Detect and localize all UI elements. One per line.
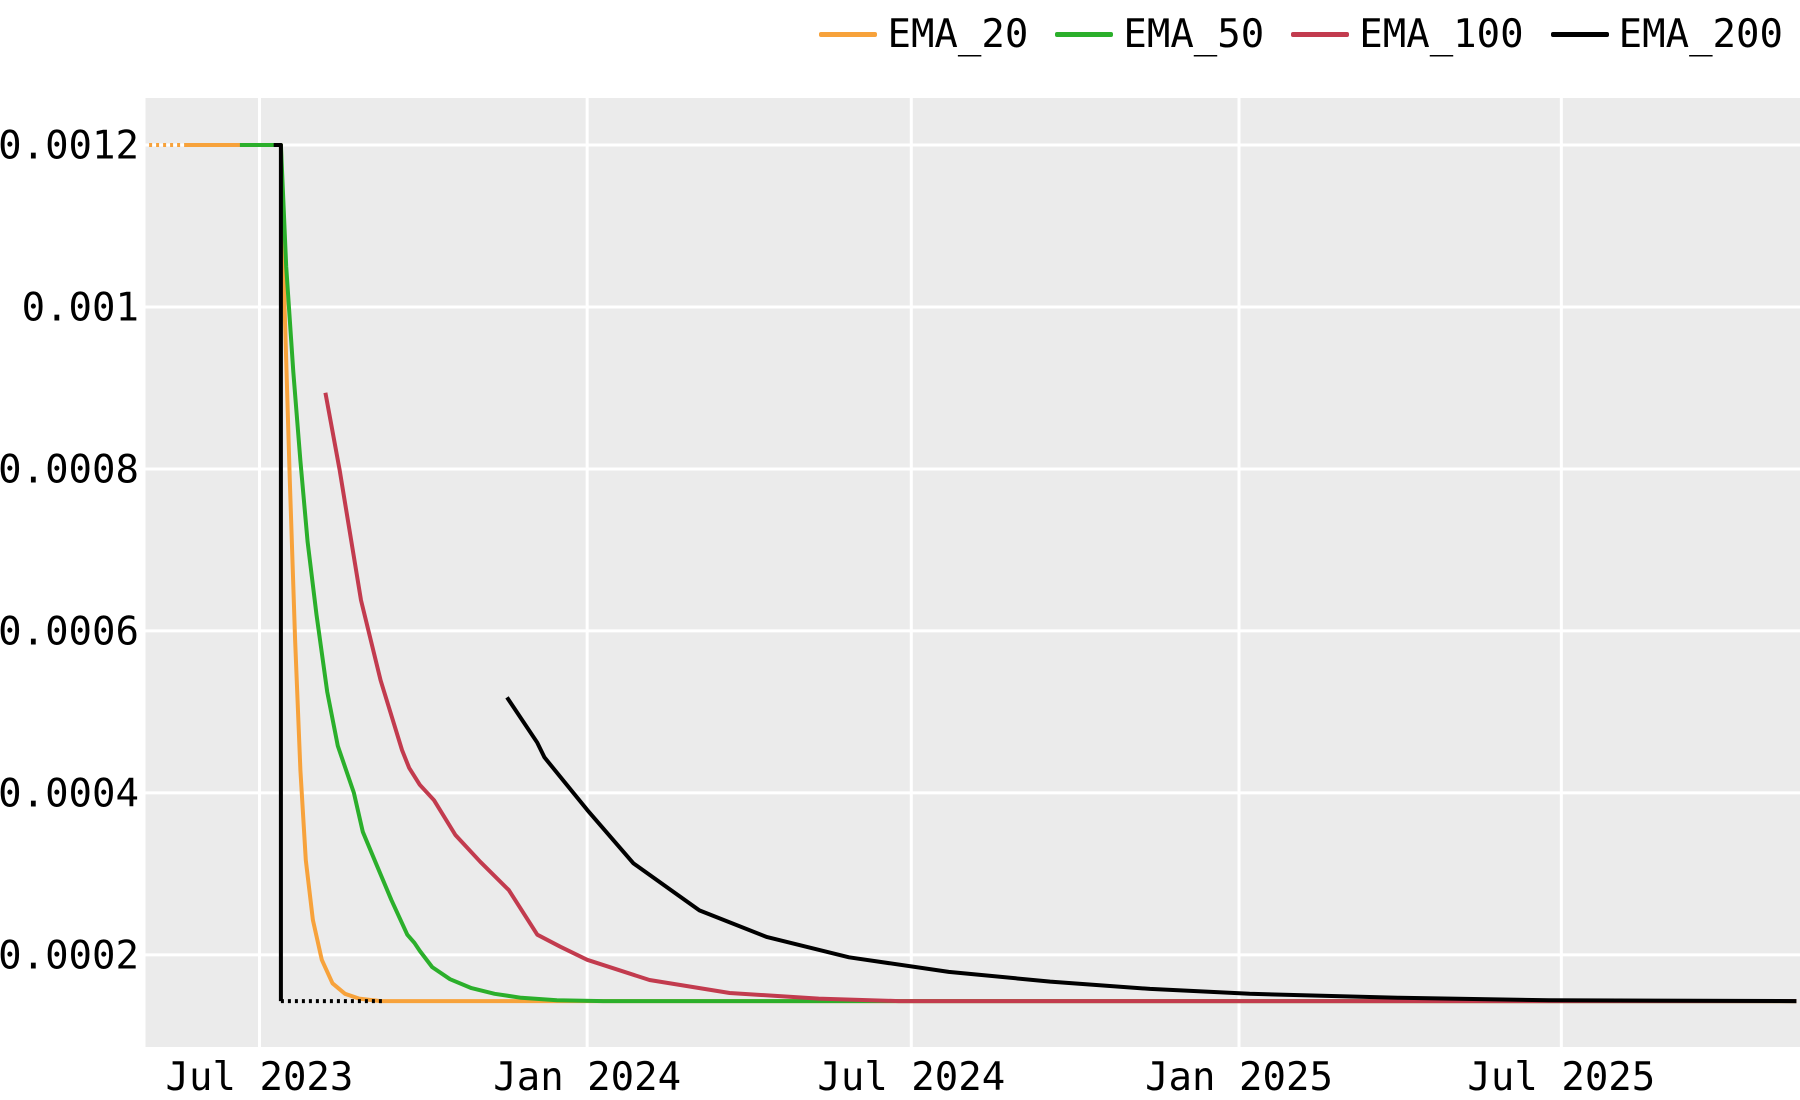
x-tick-label: Jul 2025 — [1467, 1055, 1655, 1100]
chart-legend: EMA_20 EMA_50 EMA_100 EMA_200 — [819, 8, 1783, 60]
legend-label: EMA_100 — [1359, 11, 1524, 57]
y-tick-label: 0.001 — [22, 286, 139, 331]
legend-line-icon — [1291, 31, 1350, 37]
x-tick-label: Jan 2024 — [493, 1055, 681, 1100]
legend-label: EMA_20 — [887, 11, 1029, 57]
legend-item-ema-50: EMA_50 — [1055, 15, 1264, 54]
y-tick-label: 0.0006 — [0, 610, 139, 655]
series-line-ema-100 — [323, 392, 1797, 1004]
series-line-ema-200 — [505, 696, 1797, 1004]
series-line-ema-20 — [186, 143, 1797, 1004]
legend-item-ema-200: EMA_200 — [1550, 11, 1783, 57]
series-line-ema-200 — [273, 143, 283, 1002]
legend-item-ema-20: EMA_20 — [819, 15, 1028, 54]
legend-label: EMA_200 — [1618, 11, 1783, 57]
y-tick-label: 0.0012 — [0, 124, 139, 169]
legend-line-icon — [1550, 31, 1609, 37]
legend-item-ema-100: EMA_100 — [1291, 11, 1524, 57]
plot-background — [145, 98, 1800, 1047]
series-line-ema-50 — [239, 143, 1797, 1004]
legend-line-icon — [819, 31, 878, 37]
x-tick-label: Jul 2024 — [817, 1055, 1005, 1100]
legend-label: EMA_50 — [1123, 11, 1265, 57]
x-tick-label: Jan 2025 — [1145, 1055, 1333, 1100]
legend-line-icon — [1055, 31, 1114, 37]
y-tick-label: 0.0004 — [0, 772, 139, 817]
y-tick-label: 0.0002 — [0, 934, 139, 979]
x-tick-label: Jul 2023 — [166, 1055, 354, 1100]
y-tick-label: 0.0008 — [0, 448, 139, 493]
